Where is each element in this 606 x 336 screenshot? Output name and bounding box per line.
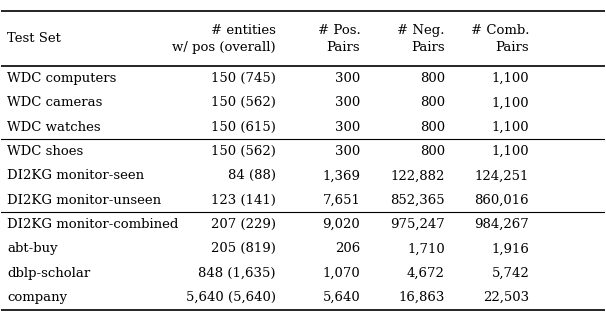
Text: WDC watches: WDC watches	[7, 121, 101, 134]
Text: 9,020: 9,020	[322, 218, 361, 231]
Text: 984,267: 984,267	[474, 218, 529, 231]
Text: # entities
w/ pos (overall): # entities w/ pos (overall)	[172, 24, 276, 54]
Text: 123 (141): 123 (141)	[211, 194, 276, 207]
Text: 22,503: 22,503	[483, 291, 529, 304]
Text: 1,100: 1,100	[491, 72, 529, 85]
Text: 852,365: 852,365	[390, 194, 445, 207]
Text: 16,863: 16,863	[398, 291, 445, 304]
Text: 5,742: 5,742	[491, 267, 529, 280]
Text: DI2KG monitor-seen: DI2KG monitor-seen	[7, 169, 145, 182]
Text: 800: 800	[419, 96, 445, 109]
Text: 4,672: 4,672	[407, 267, 445, 280]
Text: 5,640 (5,640): 5,640 (5,640)	[186, 291, 276, 304]
Text: 150 (562): 150 (562)	[211, 96, 276, 109]
Text: 1,100: 1,100	[491, 145, 529, 158]
Text: 300: 300	[335, 72, 361, 85]
Text: # Neg.
Pairs: # Neg. Pairs	[398, 24, 445, 54]
Text: 300: 300	[335, 96, 361, 109]
Text: 1,100: 1,100	[491, 96, 529, 109]
Text: 206: 206	[335, 242, 361, 255]
Text: 150 (615): 150 (615)	[211, 121, 276, 134]
Text: 1,070: 1,070	[322, 267, 361, 280]
Text: 800: 800	[419, 121, 445, 134]
Text: 300: 300	[335, 121, 361, 134]
Text: 848 (1,635): 848 (1,635)	[198, 267, 276, 280]
Text: 84 (88): 84 (88)	[228, 169, 276, 182]
Text: abt-buy: abt-buy	[7, 242, 58, 255]
Text: 800: 800	[419, 145, 445, 158]
Text: dblp-scholar: dblp-scholar	[7, 267, 91, 280]
Text: 150 (562): 150 (562)	[211, 145, 276, 158]
Text: 975,247: 975,247	[390, 218, 445, 231]
Text: 800: 800	[419, 72, 445, 85]
Text: WDC shoes: WDC shoes	[7, 145, 84, 158]
Text: 1,369: 1,369	[322, 169, 361, 182]
Text: 7,651: 7,651	[322, 194, 361, 207]
Text: 124,251: 124,251	[475, 169, 529, 182]
Text: DI2KG monitor-unseen: DI2KG monitor-unseen	[7, 194, 162, 207]
Text: 1,710: 1,710	[407, 242, 445, 255]
Text: 300: 300	[335, 145, 361, 158]
Text: 860,016: 860,016	[474, 194, 529, 207]
Text: # Pos.
Pairs: # Pos. Pairs	[318, 24, 361, 54]
Text: 122,882: 122,882	[390, 169, 445, 182]
Text: 1,916: 1,916	[491, 242, 529, 255]
Text: WDC computers: WDC computers	[7, 72, 117, 85]
Text: 1,100: 1,100	[491, 121, 529, 134]
Text: # Comb.
Pairs: # Comb. Pairs	[471, 24, 529, 54]
Text: 5,640: 5,640	[322, 291, 361, 304]
Text: WDC cameras: WDC cameras	[7, 96, 103, 109]
Text: 205 (819): 205 (819)	[211, 242, 276, 255]
Text: company: company	[7, 291, 67, 304]
Text: 150 (745): 150 (745)	[211, 72, 276, 85]
Text: 207 (229): 207 (229)	[211, 218, 276, 231]
Text: Test Set: Test Set	[7, 32, 61, 45]
Text: DI2KG monitor-combined: DI2KG monitor-combined	[7, 218, 179, 231]
